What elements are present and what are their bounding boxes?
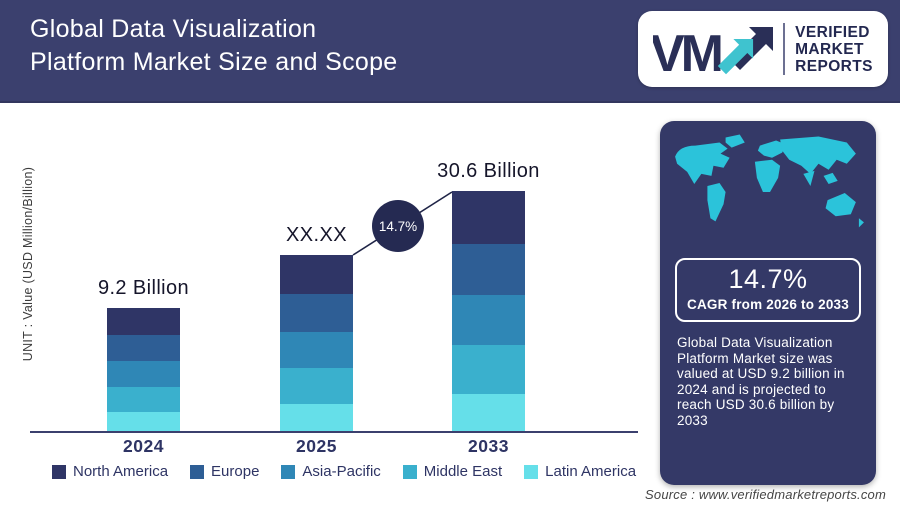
cagr-caption: CAGR from 2026 to 2033	[687, 297, 849, 312]
source-note: Source : www.verifiedmarketreports.com	[645, 487, 886, 502]
x-tick-2024: 2024	[123, 436, 164, 456]
segment-2033-latin-america	[452, 393, 525, 431]
world-map	[667, 131, 869, 252]
legend-label: Asia-Pacific	[302, 463, 381, 480]
bar-value-label-2024: 9.2 Billion	[97, 277, 190, 299]
legend-swatch-icon	[524, 464, 539, 479]
cagr-badge-label: 14.7%	[379, 219, 417, 234]
cagr-box: 14.7% CAGR from 2026 to 2033	[675, 258, 861, 322]
segment-2024-middle-east	[107, 386, 180, 412]
logo-name-line2: MARKET	[795, 40, 864, 58]
x-tick-2025: 2025	[296, 436, 337, 456]
segment-2025-europe	[280, 293, 353, 332]
bar-2024	[107, 308, 180, 431]
bar-value-label-2033: 30.6 Billion	[437, 160, 540, 182]
legend-label: Latin America	[545, 463, 637, 480]
logo-name-line1: VERIFIED	[795, 23, 870, 41]
segment-2033-north-america	[452, 191, 525, 244]
segment-2024-europe	[107, 335, 180, 362]
trend-arrow-teal-icon	[717, 39, 754, 75]
header: Global Data Visualization Platform Marke…	[0, 0, 900, 103]
legend-item-latin-america: Latin America	[524, 463, 636, 480]
y-axis-label: UNIT : Value (USD Million/Billion)	[21, 166, 35, 362]
segment-2024-latin-america	[107, 411, 180, 431]
x-axis-line	[30, 431, 638, 433]
vmr-logo: VM VERIFIED MARKET REPORTS	[638, 11, 888, 87]
bar-2025	[280, 255, 353, 431]
legend-item-north-america: North America	[52, 463, 168, 480]
legend-label: North America	[73, 463, 169, 480]
logo-name: VERIFIED MARKET REPORTS	[795, 24, 873, 75]
sidebar-panel: 14.7% CAGR from 2026 to 2033 Global Data…	[660, 121, 876, 485]
bar-2033	[452, 191, 525, 431]
chart-legend: North America Europe Asia-Pacific Middle Ea…	[52, 463, 636, 480]
segment-2025-asia-pacific	[280, 331, 353, 368]
svg-text:VM: VM	[653, 25, 721, 79]
segment-2025-north-america	[280, 255, 353, 294]
page-title-line1: Global Data Visualization	[30, 15, 317, 43]
legend-swatch-icon	[52, 464, 66, 479]
world-map-icon	[675, 134, 864, 228]
segment-2025-latin-america	[280, 403, 353, 431]
legend-label: Europe	[211, 463, 260, 480]
cagr-badge	[372, 200, 424, 252]
page-title: Global Data Visualization Platform Marke…	[30, 13, 398, 79]
segment-2033-asia-pacific	[452, 295, 525, 345]
segment-2025-middle-east	[280, 367, 353, 404]
legend-label: Middle East	[423, 463, 503, 480]
connector-line	[352, 191, 453, 256]
legend-item-europe: Europe	[190, 463, 259, 480]
segment-2024-asia-pacific	[107, 361, 180, 387]
page-title-line2: Platform Market Size and Scope	[30, 48, 398, 76]
x-tick-2033: 2033	[468, 436, 509, 456]
legend-item-middle-east: Middle East	[402, 463, 503, 480]
segment-2024-north-america	[107, 308, 180, 336]
legend-item-asia-pacific: Asia-Pacific	[281, 463, 381, 480]
bar-value-label-2025: XX.XX	[286, 224, 347, 246]
legend-swatch-icon	[402, 464, 417, 479]
cagr-value: 14.7%	[728, 264, 808, 294]
legend-swatch-icon	[190, 464, 205, 479]
segment-2033-europe	[452, 243, 525, 296]
logo-name-line3: REPORTS	[795, 57, 873, 75]
sidebar-description: Global Data Visualization Platform Marke…	[677, 335, 845, 428]
logo-divider	[783, 23, 786, 75]
vmr-logo-icon: VM	[653, 25, 774, 79]
legend-swatch-icon	[281, 464, 296, 479]
segment-2033-middle-east	[452, 344, 525, 394]
